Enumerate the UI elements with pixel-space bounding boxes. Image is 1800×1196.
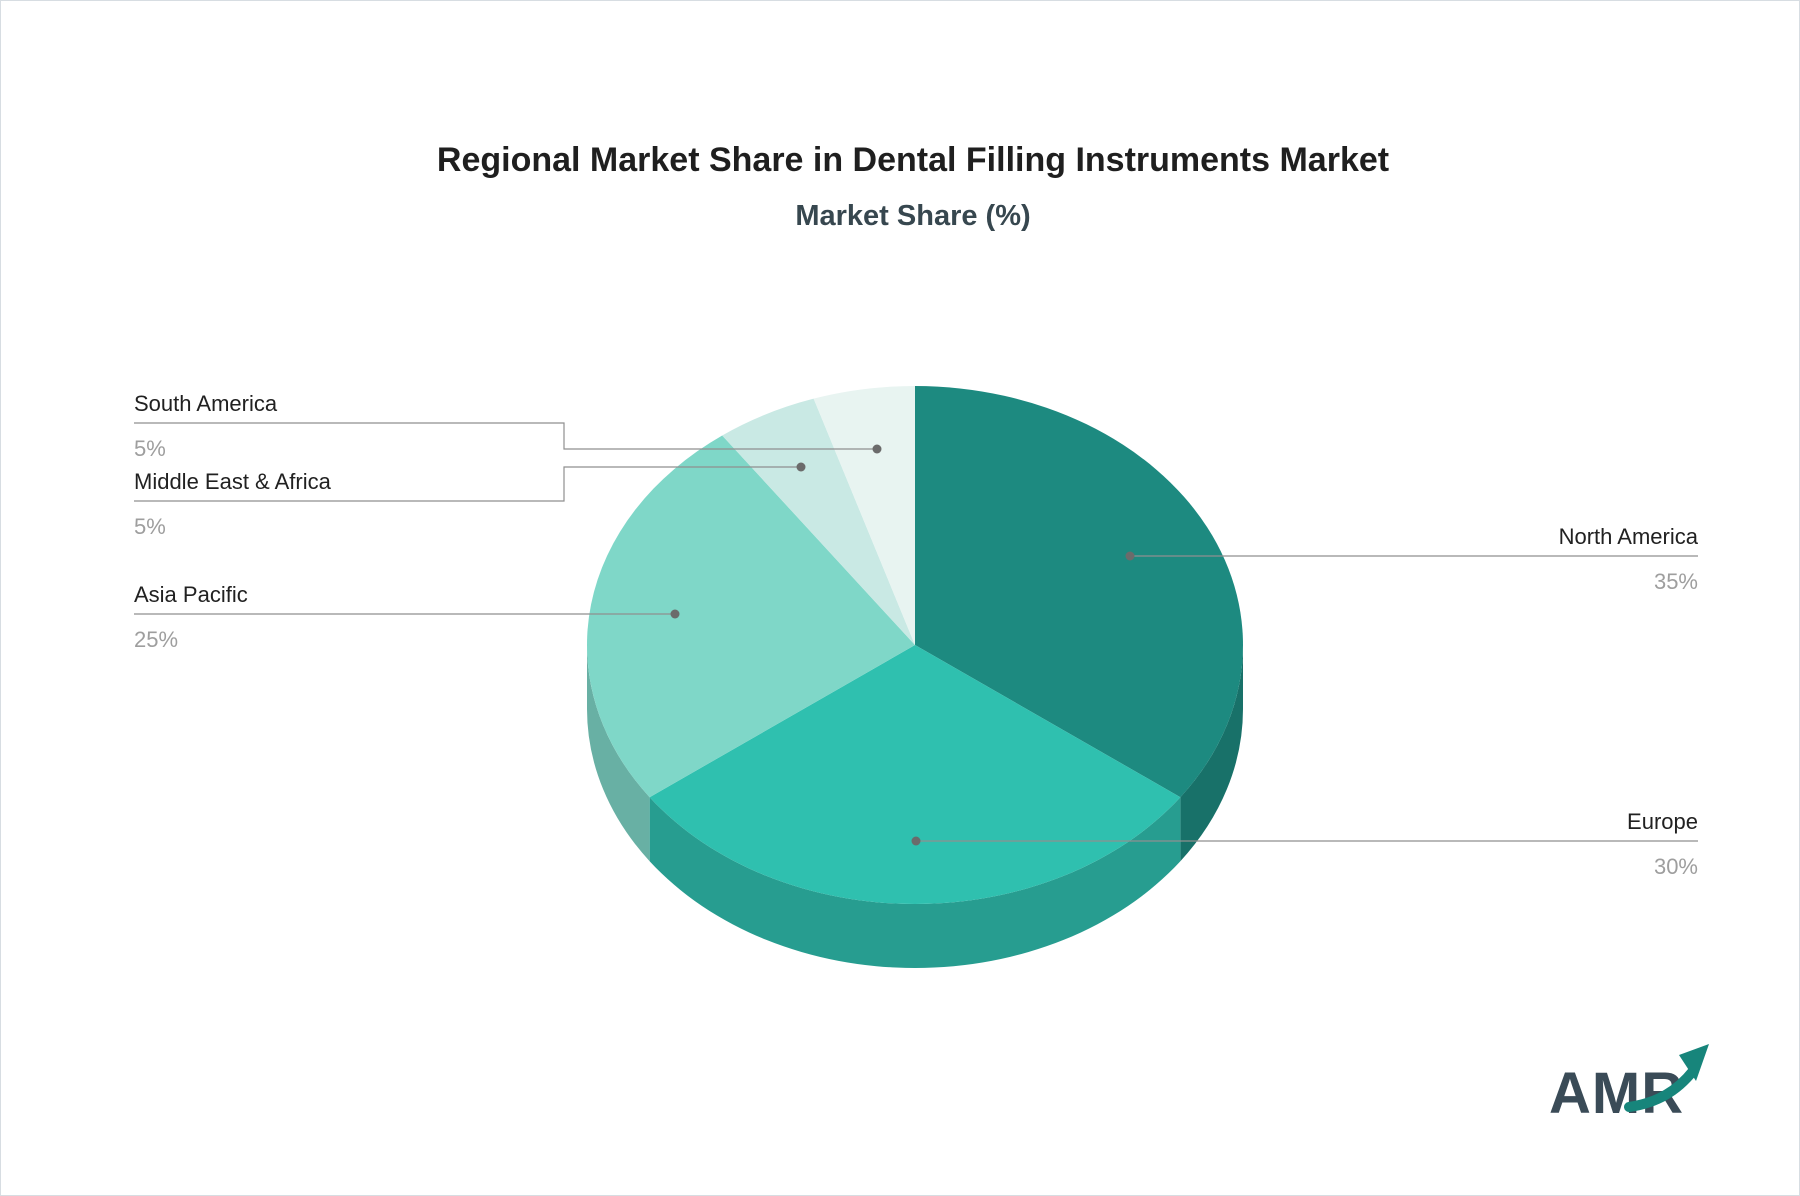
leader-dot-north-america — [1125, 551, 1135, 561]
leader-asia-pacific: Asia Pacific 25% — [134, 582, 680, 652]
pie-slice-south-america[interactable] — [813, 386, 915, 645]
pie-slice-middle-east-africa[interactable] — [722, 398, 915, 645]
leader-middle-east-africa: Middle East & Africa 5% — [134, 462, 806, 539]
slice-value-middle-east-africa: 5% — [134, 514, 166, 539]
slice-value-south-america: 5% — [134, 436, 166, 461]
amr-logo-arrowhead-icon — [1679, 1044, 1709, 1081]
pie-slice-asia-pacific[interactable] — [587, 435, 915, 798]
leader-dot-middle-east-africa — [796, 462, 806, 472]
chart-title: Regional Market Share in Dental Filling … — [437, 141, 1389, 179]
pie-side-north-america — [1180, 645, 1243, 862]
slice-value-north-america: 35% — [1654, 569, 1698, 594]
leader-lines-group: North America 35% Europe 30% Asia Pacific 25%… — [134, 391, 1699, 879]
slice-value-asia-pacific: 25% — [134, 627, 178, 652]
pie-slice-europe[interactable] — [649, 645, 1181, 904]
slice-label-europe: Europe — [1627, 809, 1698, 834]
leader-dot-south-america — [872, 444, 882, 454]
pie-group — [587, 386, 1243, 968]
slice-value-europe: 30% — [1654, 854, 1698, 879]
leader-line-south-america — [134, 422, 877, 450]
amr-logo: AMR — [1549, 1044, 1709, 1126]
pie-side-europe — [649, 797, 1181, 968]
slice-label-north-america: North America — [1559, 524, 1699, 549]
leader-europe: Europe 30% — [911, 809, 1698, 879]
pie-slice-north-america[interactable] — [915, 386, 1243, 798]
leader-line-middle-east-africa — [134, 466, 801, 502]
leader-dot-asia-pacific — [670, 609, 680, 619]
amr-logo-arrow-icon — [1624, 1066, 1698, 1112]
pie-side-asia-pacific — [587, 645, 650, 862]
slice-label-middle-east-africa: Middle East & Africa — [134, 469, 332, 494]
slice-label-south-america: South America — [134, 391, 278, 416]
leader-dot-europe — [911, 836, 921, 846]
leader-south-america: South America 5% — [134, 391, 882, 461]
chart-subtitle: Market Share (%) — [795, 200, 1030, 232]
leader-north-america: North America 35% — [1125, 524, 1699, 594]
slice-label-asia-pacific: Asia Pacific — [134, 582, 248, 607]
